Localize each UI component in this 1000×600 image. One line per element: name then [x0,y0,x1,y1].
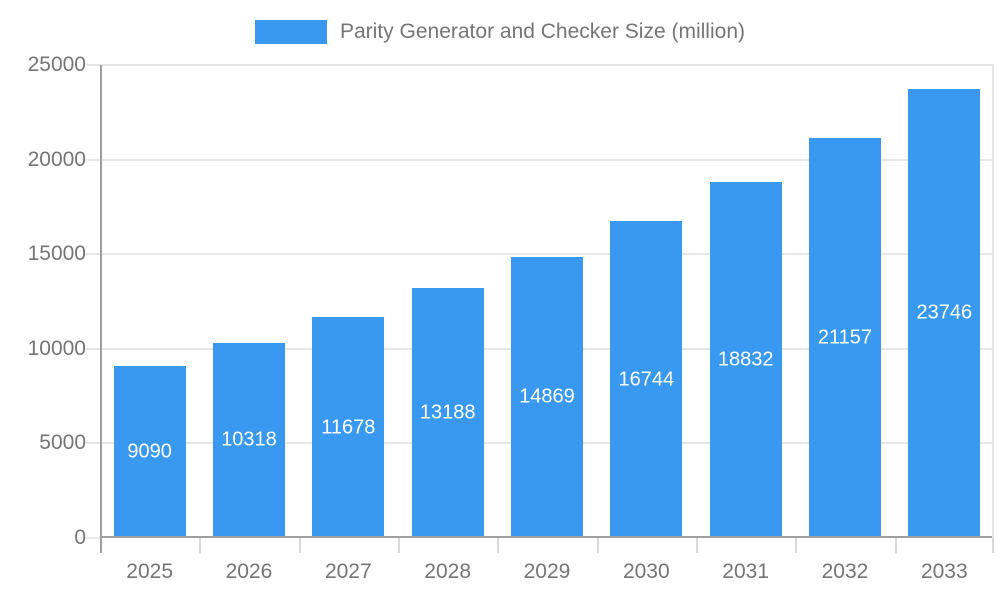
plot-right-border [992,65,994,538]
bar-2032[interactable]: 21157 [809,137,881,538]
bar-2029[interactable]: 14869 [511,256,583,538]
bar-value-label: 10318 [221,428,277,451]
x-axis-label: 2027 [324,560,372,583]
bar-2028[interactable]: 13188 [411,288,484,538]
x-axis-tick [298,538,301,553]
y-axis-tick [86,537,100,539]
y-axis-tick [86,158,100,161]
x-axis-label: 2032 [821,560,869,583]
legend[interactable]: Parity Generator and Checker Size (milli… [0,20,1000,44]
gridline [100,158,994,161]
legend-label: Parity Generator and Checker Size (milli… [340,20,745,43]
x-axis-tick [199,538,202,553]
y-axis-label: 5000 [39,431,86,455]
y-axis-label: 0 [74,526,86,549]
plot-area: 9090 10318 11678 13188 14869 16744 18832 21157 2… [100,64,994,538]
x-axis-tick [894,538,897,553]
y-axis-label: 10000 [27,336,86,360]
x-axis-tick [696,538,698,553]
x-axis-label: 2033 [920,560,968,583]
y-axis-label: 25000 [27,53,86,76]
x-axis-tick [795,538,798,553]
bar-value-label: 9090 [127,440,172,463]
x-axis-label: 2026 [225,560,273,583]
x-axis-line [100,536,994,538]
y-axis-tick [86,442,100,445]
x-axis-label: 2030 [622,560,670,583]
y-axis-tick [86,253,100,256]
x-axis-tick [497,538,500,553]
bar-2025[interactable]: 9090 [113,366,186,538]
y-axis-line [100,65,102,553]
x-axis-tick [596,538,599,553]
x-axis-label: 2025 [126,560,174,583]
x-axis-tick [398,538,400,553]
x-axis-label: 2028 [424,560,472,583]
bar-value-label: 23746 [916,301,973,324]
bar-2031[interactable]: 18832 [709,181,782,538]
bar-2030[interactable]: 16744 [610,221,683,538]
x-axis-label: 2029 [523,560,571,583]
bar-value-label: 18832 [717,348,774,371]
x-axis-label: 2031 [722,560,770,583]
bar-2033[interactable]: 23746 [908,88,981,538]
y-axis-tick [86,347,100,350]
legend-swatch [255,20,327,44]
bar-value-label: 16744 [618,368,675,391]
bar-2026[interactable]: 10318 [213,342,285,538]
y-axis-label: 20000 [27,147,86,171]
y-axis-tick [86,64,100,66]
y-axis-label: 15000 [27,242,86,266]
gridline [100,253,994,256]
bar-value-label: 14869 [519,385,575,408]
x-axis-tick [992,538,994,553]
bar-value-label: 11678 [321,416,376,439]
bar-2027[interactable]: 11678 [312,317,385,538]
gridline [100,64,994,66]
bar-value-label: 13188 [419,401,476,424]
bar-value-label: 21157 [817,326,873,349]
